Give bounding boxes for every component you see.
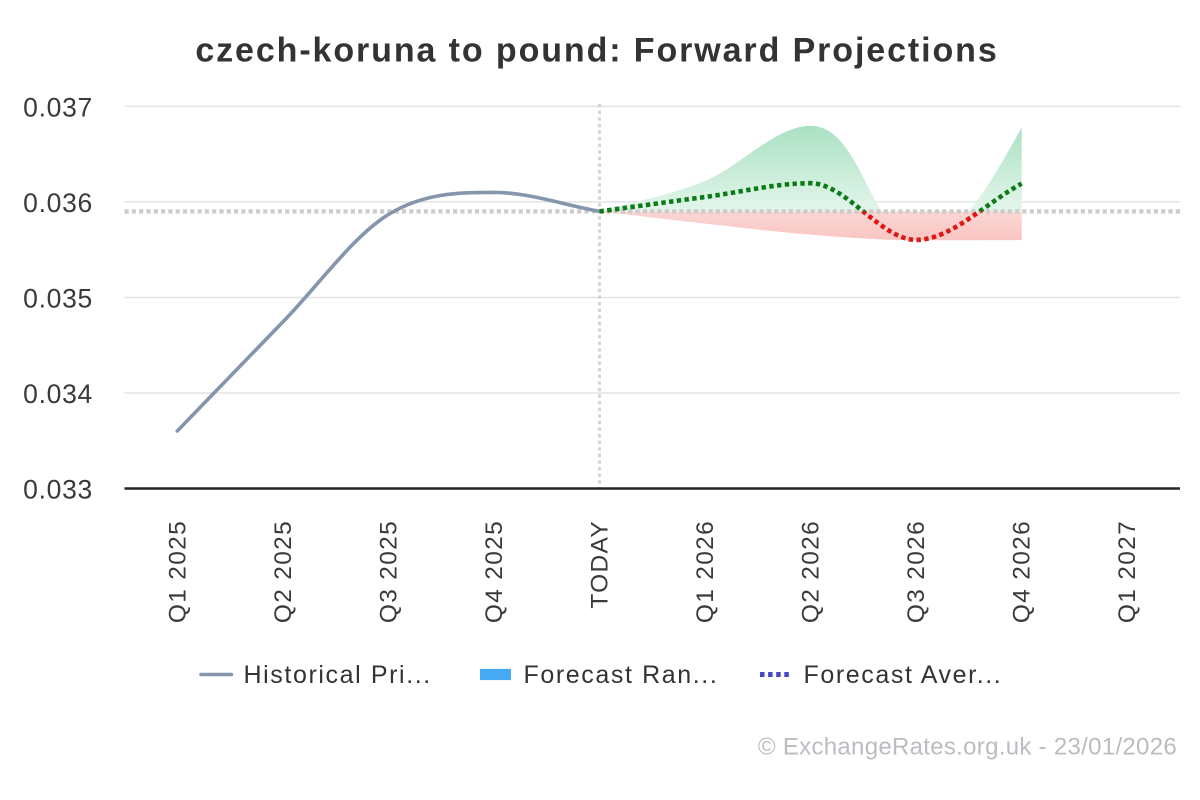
svg-text:Q3 2026: Q3 2026 [903,520,930,623]
svg-text:Q2 2025: Q2 2025 [270,520,297,623]
svg-text:czech-koruna to pound: Forward: czech-koruna to pound: Forward Projectio… [195,32,998,70]
svg-text:0.035: 0.035 [23,284,93,314]
svg-text:Historical Pri...: Historical Pri... [244,661,432,689]
svg-text:Q3 2025: Q3 2025 [375,520,402,623]
svg-text:Q1 2025: Q1 2025 [164,520,191,623]
svg-text:TODAY: TODAY [587,520,614,609]
svg-text:0.033: 0.033 [23,475,93,505]
svg-text:Forecast Ran...: Forecast Ran... [524,661,719,689]
svg-text:Q1 2026: Q1 2026 [692,520,719,623]
svg-text:Q2 2026: Q2 2026 [798,520,825,623]
svg-text:Forecast Aver...: Forecast Aver... [804,661,1003,689]
svg-text:0.036: 0.036 [23,188,93,218]
svg-text:0.037: 0.037 [23,92,93,122]
svg-text:0.034: 0.034 [23,379,93,409]
svg-text:© ExchangeRates.org.uk - 23/01: © ExchangeRates.org.uk - 23/01/2026 [758,734,1177,761]
svg-text:Q4 2026: Q4 2026 [1009,520,1036,623]
svg-text:Q1 2027: Q1 2027 [1114,520,1141,623]
svg-text:Q4 2025: Q4 2025 [481,520,508,623]
